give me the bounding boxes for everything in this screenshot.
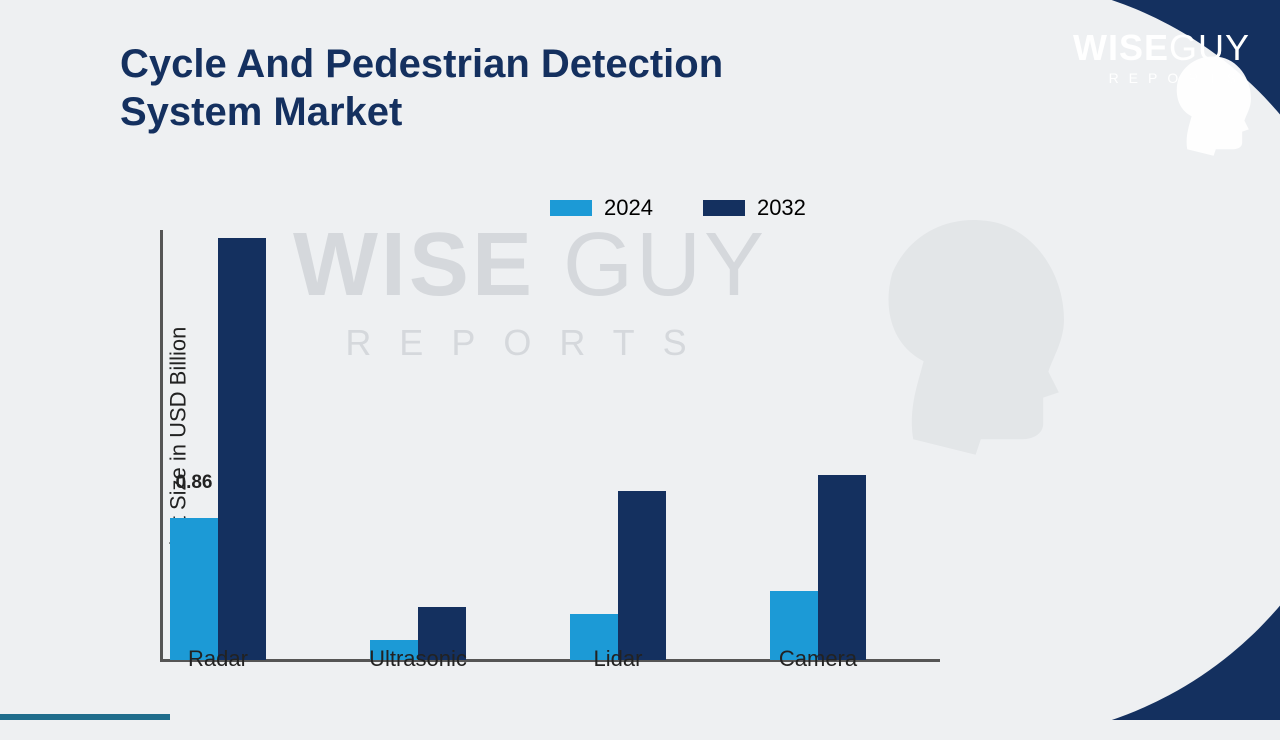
bar-camera-2032 bbox=[818, 475, 866, 660]
bar-group-lidar: Lidar bbox=[570, 491, 666, 660]
category-label-camera: Camera bbox=[779, 646, 857, 672]
legend-item-2032: 2032 bbox=[703, 195, 806, 221]
value-label: 0.86 bbox=[176, 472, 213, 494]
head-silhouette-icon bbox=[1152, 48, 1262, 158]
brand-logo: WISEGUY REPORTS bbox=[1073, 30, 1250, 86]
legend-swatch-2024 bbox=[550, 200, 592, 216]
chart-plot-area: Market Size in USD Billion Radar0.86Ultr… bbox=[100, 230, 940, 680]
y-axis-line bbox=[160, 230, 163, 660]
bar-group-ultrasonic: Ultrasonic bbox=[370, 607, 466, 660]
chart-title: Cycle And Pedestrian Detection System Ma… bbox=[120, 40, 820, 136]
legend-item-2024: 2024 bbox=[550, 195, 653, 221]
category-label-ultrasonic: Ultrasonic bbox=[369, 646, 467, 672]
legend-label-2024: 2024 bbox=[604, 195, 653, 221]
category-label-radar: Radar bbox=[188, 646, 248, 672]
bar-radar-2024 bbox=[170, 518, 218, 660]
bar-lidar-2032 bbox=[618, 491, 666, 660]
legend-label-2032: 2032 bbox=[757, 195, 806, 221]
category-label-lidar: Lidar bbox=[594, 646, 643, 672]
bar-group-radar: Radar0.86 bbox=[170, 238, 266, 660]
legend-swatch-2032 bbox=[703, 200, 745, 216]
bar-group-camera: Camera bbox=[770, 475, 866, 660]
bar-radar-2032 bbox=[218, 238, 266, 660]
chart-legend: 2024 2032 bbox=[550, 195, 806, 221]
decorative-bottom-bar bbox=[0, 714, 170, 720]
